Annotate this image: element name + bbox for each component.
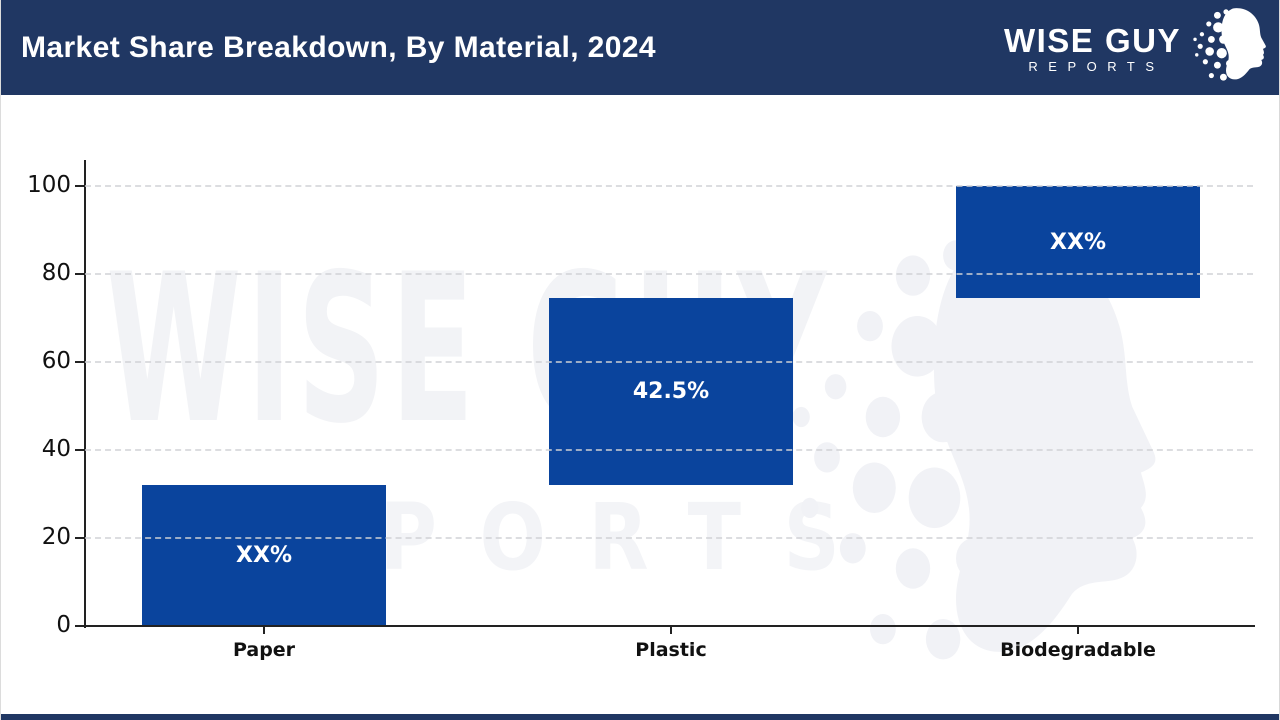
y-tick-label-0: 0: [56, 612, 71, 638]
y-tick-mark-100: [75, 185, 84, 187]
y-tick-label-60: 60: [41, 348, 71, 374]
chart-title: Market Share Breakdown, By Material, 202…: [21, 30, 657, 64]
y-tick-label-100: 100: [27, 172, 71, 198]
gridline-80: [85, 273, 1253, 275]
bar-segment-plastic: [549, 298, 793, 486]
wise-guy-reports-logo: WISE GUY REPORTS: [1004, 2, 1269, 94]
y-tick-mark-20: [75, 537, 84, 539]
logo-text: WISE GUY REPORTS: [1004, 24, 1181, 73]
gridline-40: [85, 449, 1253, 451]
bar-segment-biodegradable: [956, 186, 1200, 299]
y-tick-label-40: 40: [41, 436, 71, 462]
x-category-label-paper: Paper: [232, 639, 296, 661]
header-bar: Market Share Breakdown, By Material, 202…: [1, 0, 1279, 95]
y-tick-label-80: 80: [41, 260, 71, 286]
x-category-label-plastic: Plastic: [635, 639, 707, 661]
x-tick-mark-plastic: [670, 627, 672, 634]
x-category-label-biodegradable: Biodegradable: [1000, 639, 1156, 661]
logo-name-text: WISE GUY: [1003, 21, 1181, 59]
y-tick-label-20: 20: [41, 524, 71, 550]
bar-value-label-paper: XX%: [236, 543, 292, 569]
gridline-20: [85, 537, 1253, 539]
x-axis-line: [84, 625, 1255, 627]
footer-bar: [1, 714, 1279, 720]
bar-value-label-plastic: 42.5%: [632, 379, 710, 405]
bar-value-label-biodegradable: XX%: [1050, 229, 1106, 255]
y-tick-mark-40: [75, 449, 84, 451]
y-tick-mark-0: [75, 625, 84, 627]
y-axis-line: [84, 160, 86, 628]
x-tick-mark-biodegradable: [1077, 627, 1079, 634]
logo-sub-text: REPORTS: [1028, 58, 1165, 74]
x-tick-mark-paper: [263, 627, 265, 634]
y-tick-mark-60: [75, 361, 84, 363]
gridline-100: [85, 185, 1253, 187]
y-tick-mark-80: [75, 273, 84, 275]
logo-face-icon: [1193, 8, 1266, 81]
bar-segment-paper: [142, 485, 386, 626]
gridline-60: [85, 361, 1253, 363]
